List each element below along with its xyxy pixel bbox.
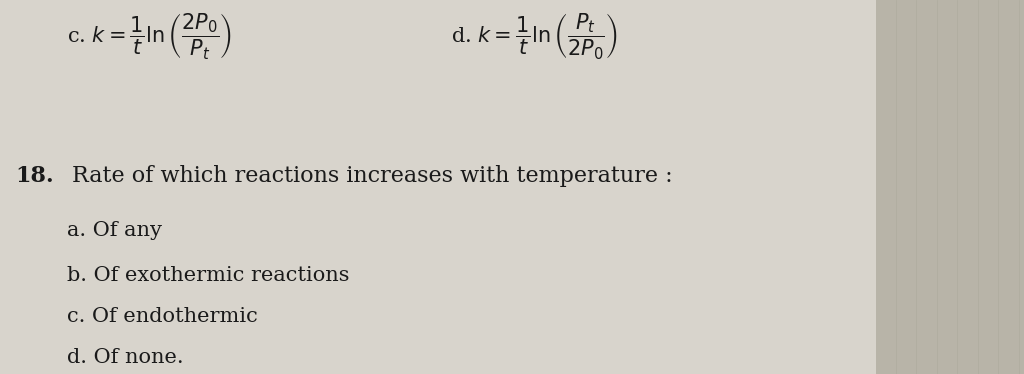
Text: Rate of which reactions increases with temperature :: Rate of which reactions increases with t… (72, 165, 673, 187)
Bar (876, 0, 1024, 374)
Text: a. Of any: a. Of any (67, 221, 162, 240)
Text: c. $k = \dfrac{1}{t}\ln\left(\dfrac{2P_0}{P_t}\right)$: c. $k = \dfrac{1}{t}\ln\left(\dfrac{2P_0… (67, 11, 231, 61)
Text: d. $k = \dfrac{1}{t}\ln\left(\dfrac{P_t}{2P_0}\right)$: d. $k = \dfrac{1}{t}\ln\left(\dfrac{P_t}… (451, 11, 617, 61)
Text: b. Of exothermic reactions: b. Of exothermic reactions (67, 266, 349, 285)
Text: c. Of endothermic: c. Of endothermic (67, 307, 257, 326)
Text: d. Of none.: d. Of none. (67, 348, 183, 367)
Text: 18.: 18. (15, 165, 54, 187)
